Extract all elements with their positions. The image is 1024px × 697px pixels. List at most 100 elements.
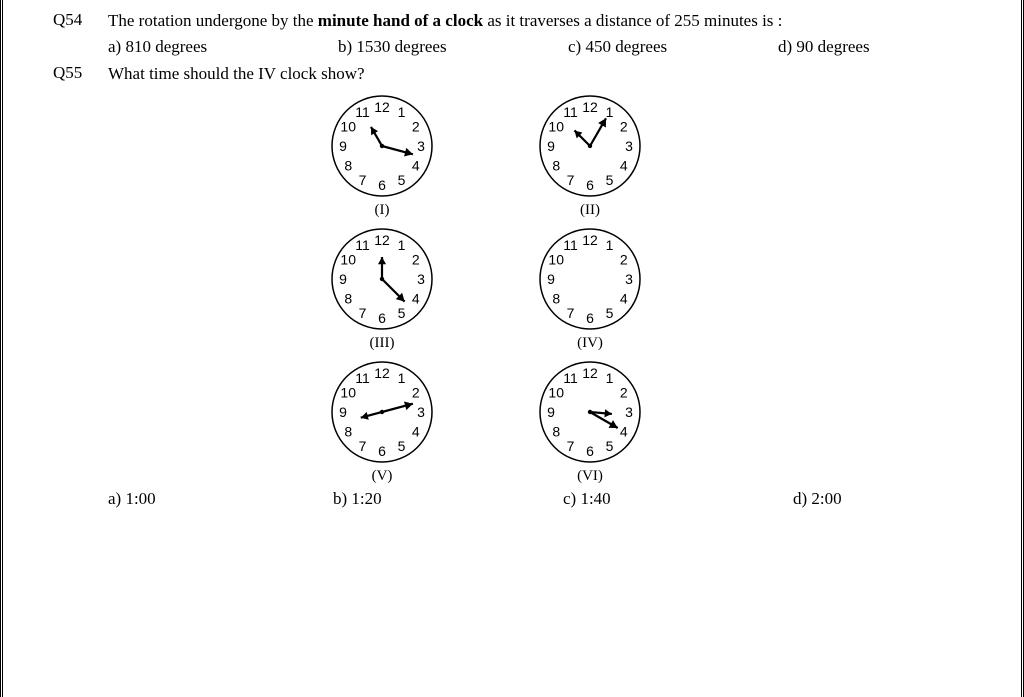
page: Q54 The rotation undergone by the minute… [0,0,1024,697]
svg-text:10: 10 [340,118,356,134]
svg-text:11: 11 [563,370,578,386]
svg-text:1: 1 [398,237,406,253]
svg-text:9: 9 [339,271,347,287]
clock-2-label: (II) [580,202,600,219]
clock-4-svg: 123456789101112 [536,225,644,333]
q54-options: a) 810 degrees b) 1530 degrees c) 450 de… [108,37,991,57]
q55-options: a) 1:00 b) 1:20 c) 1:40 d) 2:00 [53,489,991,509]
svg-text:11: 11 [355,237,370,253]
svg-text:4: 4 [412,157,420,173]
svg-text:1: 1 [398,370,406,386]
clocks-area: 123456789101112 (I) 123456789101112 (II)… [108,92,991,485]
svg-text:6: 6 [378,443,386,459]
svg-text:3: 3 [417,404,425,420]
clock-3-label: (III) [370,335,395,352]
svg-text:3: 3 [625,404,633,420]
svg-text:3: 3 [417,138,425,154]
q54-body: The rotation undergone by the minute han… [108,10,991,57]
q54-text: The rotation undergone by the minute han… [108,10,991,33]
svg-text:5: 5 [606,438,614,454]
clock-5: 123456789101112 (V) [328,358,436,485]
svg-text:10: 10 [340,384,356,400]
svg-text:5: 5 [606,172,614,188]
clock-2: 123456789101112 (II) [536,92,644,219]
svg-text:7: 7 [359,438,367,454]
q55-option-d: d) 2:00 [793,489,991,509]
q55-body: What time should the IV clock show? [108,63,991,86]
q55-option-c: c) 1:40 [563,489,793,509]
clock-3-svg: 123456789101112 [328,225,436,333]
clock-1-label: (I) [375,202,390,219]
svg-text:8: 8 [344,423,352,439]
svg-text:11: 11 [563,104,578,120]
svg-text:2: 2 [412,384,420,400]
svg-text:6: 6 [586,177,594,193]
svg-text:2: 2 [412,251,420,267]
q54-option-b: b) 1530 degrees [338,37,568,57]
svg-text:6: 6 [378,177,386,193]
svg-text:9: 9 [339,404,347,420]
svg-text:9: 9 [547,138,555,154]
q54-option-d: d) 90 degrees [778,37,991,57]
clock-2-svg: 123456789101112 [536,92,644,200]
svg-text:8: 8 [552,290,560,306]
svg-text:12: 12 [374,99,390,115]
svg-text:11: 11 [355,370,370,386]
svg-text:11: 11 [355,104,370,120]
q54-option-a: a) 810 degrees [108,37,338,57]
svg-text:5: 5 [606,305,614,321]
svg-text:11: 11 [563,237,578,253]
svg-text:4: 4 [620,423,628,439]
svg-text:1: 1 [606,104,614,120]
svg-text:2: 2 [620,251,628,267]
q54-option-c: c) 450 degrees [568,37,778,57]
svg-text:8: 8 [344,157,352,173]
svg-text:9: 9 [547,271,555,287]
svg-text:2: 2 [620,384,628,400]
svg-text:7: 7 [567,305,575,321]
svg-text:12: 12 [582,99,598,115]
svg-text:7: 7 [567,172,575,188]
clock-6: 123456789101112 (VI) [536,358,644,485]
svg-text:10: 10 [340,251,356,267]
q55-number: Q55 [53,63,108,83]
svg-text:3: 3 [625,138,633,154]
svg-text:3: 3 [625,271,633,287]
clock-row-3: 123456789101112 (V) 123456789101112 (VI) [108,358,991,485]
svg-text:5: 5 [398,438,406,454]
clock-4-label: (IV) [577,335,603,352]
svg-text:8: 8 [552,157,560,173]
q54-text-prefix: The rotation undergone by the [108,11,318,30]
q54-text-bold: minute hand of a clock [318,11,483,30]
svg-text:6: 6 [586,310,594,326]
clock-1-svg: 123456789101112 [328,92,436,200]
question-55: Q55 What time should the IV clock show? [53,63,991,86]
svg-text:12: 12 [374,232,390,248]
svg-text:4: 4 [620,157,628,173]
svg-text:7: 7 [359,172,367,188]
svg-text:10: 10 [548,384,564,400]
clock-row-1: 123456789101112 (I) 123456789101112 (II) [108,92,991,219]
q54-number: Q54 [53,10,108,30]
q55-option-a: a) 1:00 [53,489,333,509]
clock-6-label: (VI) [577,468,603,485]
svg-text:6: 6 [378,310,386,326]
svg-text:7: 7 [359,305,367,321]
svg-text:7: 7 [567,438,575,454]
svg-text:12: 12 [374,365,390,381]
svg-text:4: 4 [620,290,628,306]
clock-6-svg: 123456789101112 [536,358,644,466]
svg-text:5: 5 [398,305,406,321]
q55-option-b: b) 1:20 [333,489,563,509]
q54-text-suffix: as it traverses a distance of 255 minute… [483,11,782,30]
clock-3: 123456789101112 (III) [328,225,436,352]
svg-text:2: 2 [412,118,420,134]
clock-row-2: 123456789101112 (III) 123456789101112 (I… [108,225,991,352]
clock-1: 123456789101112 (I) [328,92,436,219]
svg-text:12: 12 [582,232,598,248]
svg-text:8: 8 [344,290,352,306]
svg-text:8: 8 [552,423,560,439]
svg-text:9: 9 [547,404,555,420]
svg-text:4: 4 [412,423,420,439]
clock-5-label: (V) [372,468,393,485]
